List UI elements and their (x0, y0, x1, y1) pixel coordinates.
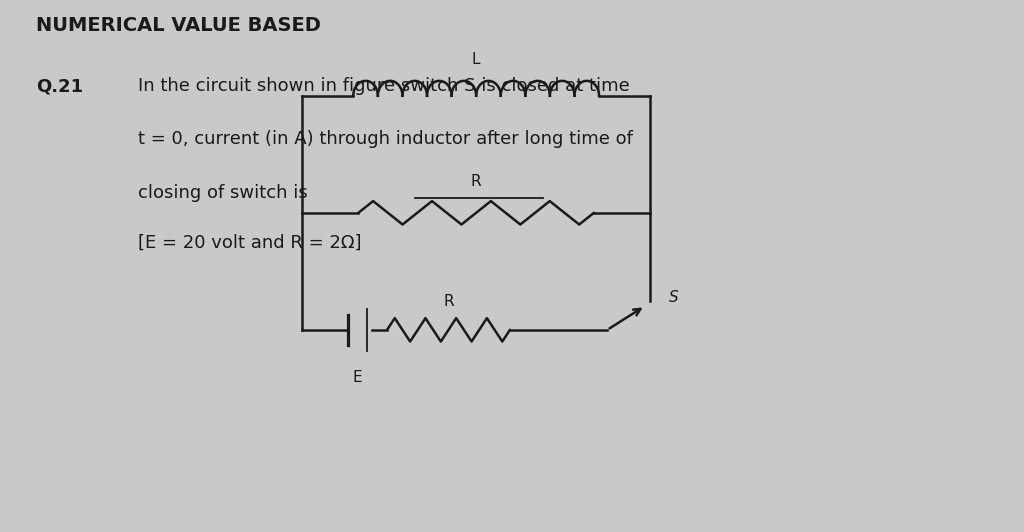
Text: Q.21: Q.21 (36, 77, 83, 95)
Text: In the circuit shown in figure switch S is closed at time: In the circuit shown in figure switch S … (138, 77, 630, 95)
Text: L: L (472, 52, 480, 66)
Text: E: E (352, 370, 362, 385)
Text: S: S (669, 290, 678, 305)
Text: closing of switch is: closing of switch is (138, 184, 308, 202)
Text: [E = 20 volt and R = 2Ω]: [E = 20 volt and R = 2Ω] (138, 234, 361, 252)
Text: t = 0, current (in A) through inductor after long time of: t = 0, current (in A) through inductor a… (138, 130, 633, 148)
Text: R: R (443, 294, 454, 309)
Text: NUMERICAL VALUE BASED: NUMERICAL VALUE BASED (36, 16, 321, 35)
Text: R: R (471, 174, 481, 189)
